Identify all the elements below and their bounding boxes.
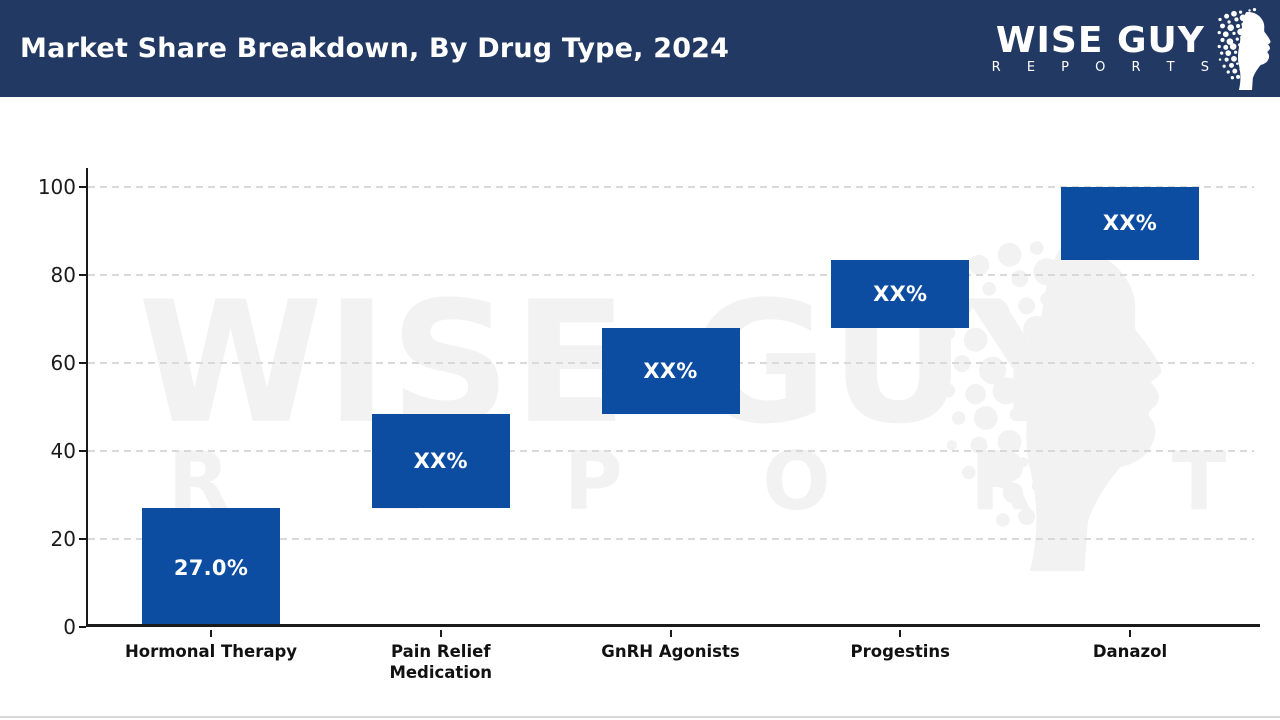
bar-value-label: XX% — [413, 448, 468, 473]
x-label-line: Medication — [389, 663, 493, 682]
x-label-hormonal-therapy: Hormonal Therapy — [96, 641, 326, 662]
gridline-80 — [88, 274, 1254, 276]
y-tick-100 — [79, 186, 86, 188]
bar-gnrh-agonists: XX% — [601, 327, 740, 414]
logo-subtitle: R E P O R T S — [991, 60, 1220, 76]
x-tick-gnrh-agonists — [669, 630, 672, 637]
bar-danazol: XX% — [1061, 187, 1199, 260]
wise-guy-reports-logo: WISE GUY R E P O R T S — [981, 8, 1272, 90]
x-tick-danazol — [1129, 630, 1131, 637]
y-tick-20 — [79, 538, 86, 540]
chart-area: WISE GUY R E P O R T S 02040608010027.0%… — [0, 97, 1280, 720]
y-tick-label-0: 0 — [63, 615, 76, 639]
chart-title: Market Share Breakdown, By Drug Type, 20… — [20, 33, 730, 64]
y-tick-label-40: 40 — [50, 439, 76, 463]
y-tick-label-100: 100 — [37, 175, 76, 199]
bar-value-label: XX% — [873, 281, 928, 306]
y-tick-label-60: 60 — [50, 351, 76, 375]
y-tick-label-80: 80 — [50, 263, 76, 287]
gridline-20 — [88, 538, 1254, 540]
logo-wordmark: WISE GUY — [995, 19, 1205, 61]
y-tick-label-20: 20 — [50, 527, 76, 551]
x-label-gnrh-agonists: GnRH Agonists — [556, 641, 786, 662]
gridline-100 — [88, 186, 1254, 188]
logo-face-icon — [1214, 8, 1272, 90]
x-label-line: Danazol — [1092, 642, 1168, 661]
y-tick-0 — [79, 626, 86, 628]
y-tick-60 — [79, 362, 86, 364]
bar-value-label: 27.0% — [173, 555, 249, 580]
x-label-progestins: Progestins — [785, 641, 1015, 662]
x-label-line: GnRH Agonists — [601, 642, 740, 661]
gridline-40 — [88, 450, 1254, 452]
bar-pain-relief-medication: XX% — [371, 413, 510, 509]
bottom-divider — [0, 716, 1280, 718]
logo-text: WISE GUY R E P O R T S — [981, 19, 1220, 76]
x-tick-hormonal-therapy — [210, 630, 212, 637]
bar-value-label: XX% — [643, 358, 698, 383]
bar-value-label: XX% — [1102, 211, 1158, 236]
x-tick-pain-relief-medication — [439, 630, 442, 637]
x-label-pain-relief-medication: Pain Relief Medication — [326, 641, 556, 683]
y-tick-40 — [79, 450, 86, 452]
x-tick-progestins — [899, 630, 902, 637]
x-label-danazol: Danazol — [1015, 641, 1245, 662]
bar-progestins: XX% — [831, 259, 970, 328]
x-label-line: Progestins — [850, 642, 951, 661]
x-label-line: Hormonal Therapy — [124, 642, 298, 661]
header-bar: Market Share Breakdown, By Drug Type, 20… — [0, 0, 1280, 97]
y-tick-80 — [79, 274, 86, 276]
x-label-line: Pain Relief — [390, 642, 491, 661]
bar-hormonal-therapy: 27.0% — [142, 508, 280, 627]
